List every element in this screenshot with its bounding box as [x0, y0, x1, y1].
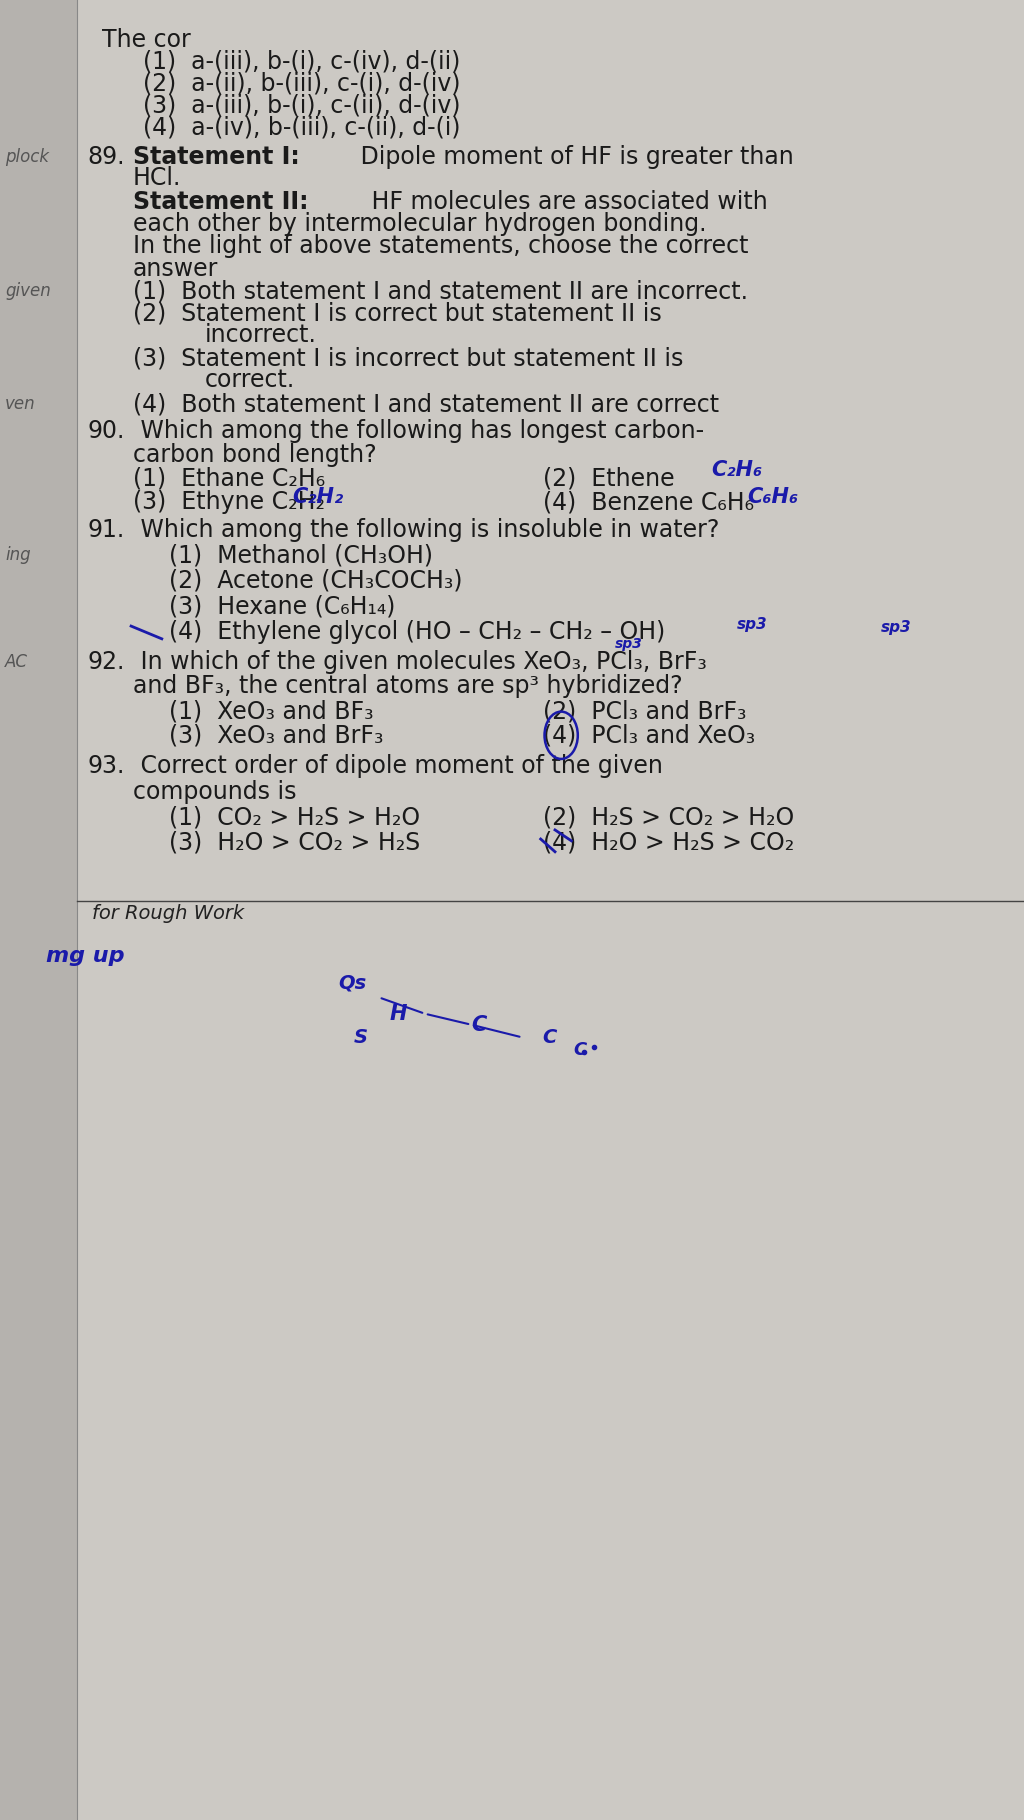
Text: ing: ing: [5, 546, 31, 564]
Text: (2)  Ethene: (2) Ethene: [543, 466, 675, 491]
Text: HF molecules are associated with: HF molecules are associated with: [364, 189, 767, 215]
Text: S: S: [353, 1028, 368, 1046]
Text: (1)  XeO₃ and BF₃: (1) XeO₃ and BF₃: [169, 699, 374, 724]
Text: Statement II:: Statement II:: [133, 189, 308, 215]
Text: (3)  Hexane (C₆H₁₄): (3) Hexane (C₆H₁₄): [169, 593, 395, 619]
Text: sp3: sp3: [614, 637, 642, 652]
Text: for Rough Work: for Rough Work: [92, 905, 245, 923]
Text: C₂H₆: C₂H₆: [712, 460, 763, 479]
Text: H: H: [389, 1005, 407, 1023]
Text: (3)  H₂O > CO₂ > H₂S: (3) H₂O > CO₂ > H₂S: [169, 830, 420, 855]
Text: 92.: 92.: [87, 650, 124, 675]
Text: (4)  Both statement I and statement II are correct: (4) Both statement I and statement II ar…: [133, 391, 719, 417]
Text: (4)  PCl₃ and XeO₃: (4) PCl₃ and XeO₃: [543, 723, 755, 748]
Text: 93.: 93.: [87, 753, 124, 779]
Text: (1)  Methanol (CH₃OH): (1) Methanol (CH₃OH): [169, 542, 433, 568]
Text: (3)  XeO₃ and BrF₃: (3) XeO₃ and BrF₃: [169, 723, 383, 748]
Text: AC: AC: [5, 653, 28, 672]
Text: 90.: 90.: [87, 419, 124, 444]
Text: (2)  Statement I is correct but statement II is: (2) Statement I is correct but statement…: [133, 300, 662, 326]
Text: (4)  a-(iv), b-(iii), c-(ii), d-(i): (4) a-(iv), b-(iii), c-(ii), d-(i): [143, 115, 461, 140]
Text: compounds is: compounds is: [133, 779, 297, 804]
Text: (1)  a-(iii), b-(i), c-(iv), d-(ii): (1) a-(iii), b-(i), c-(iv), d-(ii): [143, 49, 461, 75]
Text: C: C: [471, 1016, 486, 1034]
Text: each other by intermolecular hydrogen bonding.: each other by intermolecular hydrogen bo…: [133, 211, 707, 237]
Text: 91.: 91.: [87, 517, 124, 542]
Text: sp3: sp3: [737, 617, 768, 632]
Text: (1)  Ethane C₂H₆: (1) Ethane C₂H₆: [133, 466, 326, 491]
Text: (2)  a-(ii), b-(iii), c-(i), d-(iv): (2) a-(ii), b-(iii), c-(i), d-(iv): [143, 71, 461, 96]
Text: (4)  Benzene C₆H₆: (4) Benzene C₆H₆: [543, 490, 754, 515]
Text: Which among the following has longest carbon-: Which among the following has longest ca…: [133, 419, 705, 444]
Text: C: C: [573, 1041, 587, 1059]
Text: correct.: correct.: [205, 368, 295, 393]
Text: (1)  Both statement I and statement II are incorrect.: (1) Both statement I and statement II ar…: [133, 278, 749, 304]
Text: and BF₃, the central atoms are sp³ hybridized?: and BF₃, the central atoms are sp³ hybri…: [133, 673, 683, 699]
Text: (2)  Acetone (CH₃COCH₃): (2) Acetone (CH₃COCH₃): [169, 568, 463, 593]
Text: mg up: mg up: [46, 946, 125, 965]
Text: C₆H₆: C₆H₆: [748, 488, 799, 506]
Text: The cor: The cor: [102, 27, 191, 53]
Text: (4)  H₂O > H₂S > CO₂: (4) H₂O > H₂S > CO₂: [543, 830, 794, 855]
Text: carbon bond length?: carbon bond length?: [133, 442, 377, 468]
Text: (4)  Ethylene glycol (HO – CH₂ – CH₂ – OH): (4) Ethylene glycol (HO – CH₂ – CH₂ – OH…: [169, 619, 666, 644]
Text: Statement I:: Statement I:: [133, 144, 300, 169]
Bar: [0, 0, 77, 1820]
Text: (3)  a-(iii), b-(i), c-(ii), d-(iv): (3) a-(iii), b-(i), c-(ii), d-(iv): [143, 93, 461, 118]
Text: In which of the given molecules XeO₃, PCl₃, BrF₃: In which of the given molecules XeO₃, PC…: [133, 650, 707, 675]
Text: (3)  Statement I is incorrect but statement II is: (3) Statement I is incorrect but stateme…: [133, 346, 683, 371]
Text: (2)  PCl₃ and BrF₃: (2) PCl₃ and BrF₃: [543, 699, 746, 724]
Text: (1)  CO₂ > H₂S > H₂O: (1) CO₂ > H₂S > H₂O: [169, 804, 420, 830]
Text: answer: answer: [133, 257, 218, 282]
Text: given: given: [5, 282, 51, 300]
Text: 89.: 89.: [87, 144, 125, 169]
Text: Qs: Qs: [338, 974, 367, 992]
Text: sp3: sp3: [881, 621, 911, 635]
Text: C₂H₂: C₂H₂: [292, 488, 343, 506]
Text: ven: ven: [5, 395, 36, 413]
Text: In the light of above statements, choose the correct: In the light of above statements, choose…: [133, 233, 749, 258]
Text: HCl.: HCl.: [133, 166, 181, 191]
Text: C: C: [543, 1028, 557, 1046]
Text: incorrect.: incorrect.: [205, 322, 316, 348]
Text: Which among the following is insoluble in water?: Which among the following is insoluble i…: [133, 517, 720, 542]
Text: plock: plock: [5, 147, 49, 166]
Text: (2)  H₂S > CO₂ > H₂O: (2) H₂S > CO₂ > H₂O: [543, 804, 794, 830]
Text: Dipole moment of HF is greater than: Dipole moment of HF is greater than: [353, 144, 794, 169]
Text: Correct order of dipole moment of the given: Correct order of dipole moment of the gi…: [133, 753, 663, 779]
Text: (3)  Ethyne C₂H₂: (3) Ethyne C₂H₂: [133, 490, 326, 515]
